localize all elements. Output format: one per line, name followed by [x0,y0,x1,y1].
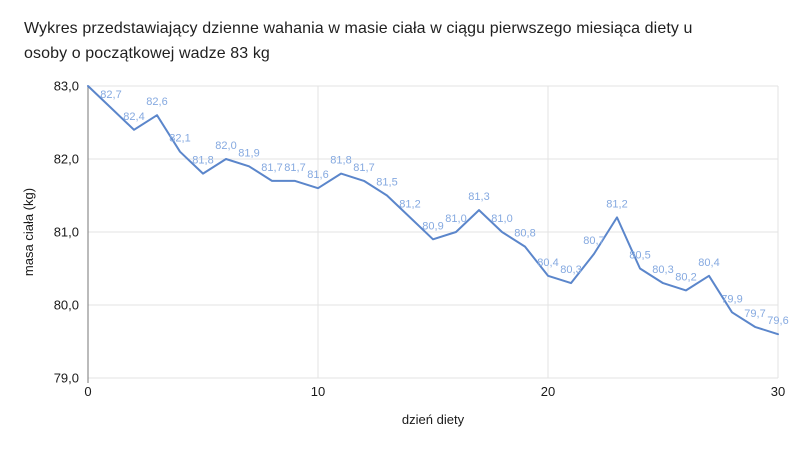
point-label: 80,8 [514,228,535,240]
y-axis-title: masa ciała (kg) [21,188,36,276]
point-label: 82,1 [169,133,190,145]
point-label: 80,5 [629,250,650,262]
y-tick-label: 79,0 [54,371,79,386]
point-label: 81,7 [261,162,282,174]
x-tick-label: 20 [541,384,555,399]
point-label: 79,9 [721,293,742,305]
x-tick-label: 30 [771,384,785,399]
point-label: 81,7 [284,162,305,174]
point-label: 81,2 [399,198,420,210]
point-label: 80,7 [583,235,604,247]
chart-title-line-1: Wykres przedstawiający dzienne wahania w… [24,20,693,37]
chart-title: Wykres przedstawiający dzienne wahania w… [24,16,693,66]
point-label: 80,3 [560,264,581,276]
point-label: 81,8 [330,155,351,167]
x-tick-label: 0 [84,384,91,399]
point-label: 82,4 [123,111,144,123]
point-label: 81,8 [192,155,213,167]
point-label: 81,7 [353,162,374,174]
point-label: 80,4 [537,257,558,269]
chart-title-line-2: osoby o początkowej wadze 83 kg [24,45,270,62]
y-tick-label: 81,0 [54,225,79,240]
point-label: 81,5 [376,177,397,189]
point-label: 82,7 [100,89,121,101]
series-line [87,85,779,336]
point-label: 82,6 [146,96,167,108]
y-tick-label: 80,0 [54,298,79,313]
point-label: 81,0 [491,213,512,225]
point-label: 80,3 [652,264,673,276]
x-tick-label: 10 [311,384,325,399]
point-label: 82,0 [215,140,236,152]
point-label: 81,0 [445,213,466,225]
y-tick-label: 82,0 [54,152,79,167]
point-label: 79,7 [744,308,765,320]
point-label: 80,2 [675,271,696,283]
point-label: 79,6 [767,315,788,327]
point-label: 81,2 [606,198,627,210]
x-axis-title: dzień diety [402,412,465,427]
point-label: 80,9 [422,220,443,232]
point-label: 81,9 [238,147,259,159]
point-label: 81,6 [307,169,328,181]
y-tick-label: 83,0 [54,79,79,94]
point-label: 81,3 [468,191,489,203]
point-label: 80,4 [698,257,719,269]
